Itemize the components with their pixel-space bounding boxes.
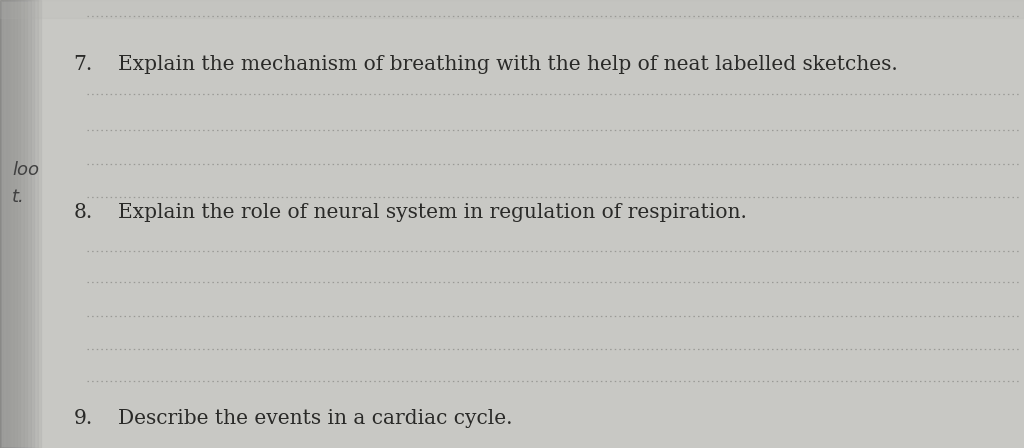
Text: loo: loo <box>12 161 39 179</box>
Bar <box>0 0 34 448</box>
Bar <box>0 0 28 448</box>
Bar <box>0 0 7 448</box>
Text: Explain the role of neural system in regulation of respiration.: Explain the role of neural system in reg… <box>118 203 746 222</box>
Bar <box>0 0 38 448</box>
Bar <box>0 0 31 448</box>
Bar <box>0 0 10 448</box>
Text: 7.: 7. <box>74 56 93 74</box>
Bar <box>0 0 3 448</box>
Text: 9.: 9. <box>74 409 93 428</box>
Bar <box>0 0 13 448</box>
Bar <box>0 0 1024 18</box>
Text: Explain the mechanism of breathing with the help of neat labelled sketches.: Explain the mechanism of breathing with … <box>118 56 897 74</box>
Bar <box>0 0 41 448</box>
Text: 8.: 8. <box>74 203 93 222</box>
Text: Describe the events in a cardiac cycle.: Describe the events in a cardiac cycle. <box>118 409 512 428</box>
Bar <box>0 0 24 448</box>
Text: t.: t. <box>12 188 25 206</box>
Bar <box>0 0 20 448</box>
Bar <box>0 0 17 448</box>
